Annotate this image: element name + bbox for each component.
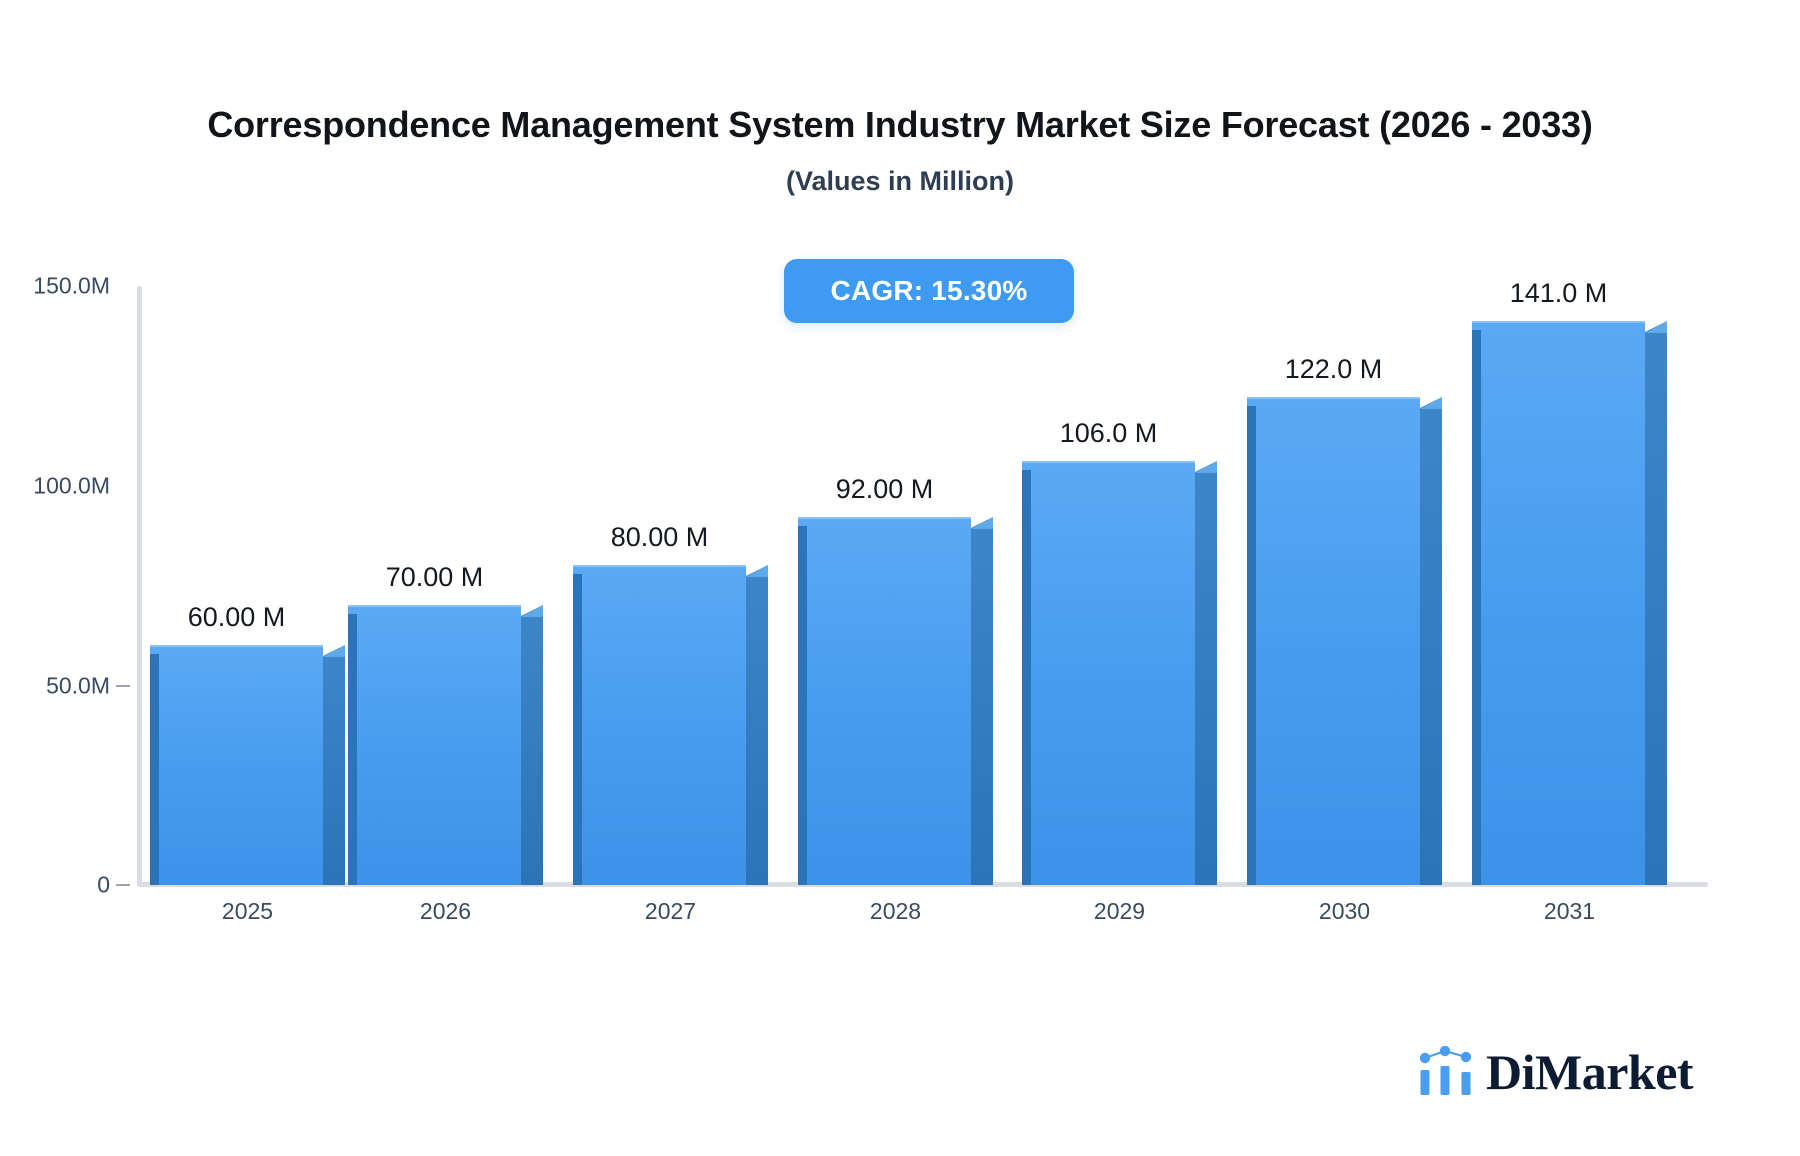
y-tick-label-0: 0 xyxy=(97,871,110,898)
y-tick-label-100: 100.0M xyxy=(33,472,110,499)
bar-side-2026 xyxy=(521,605,543,885)
bar-2031[interactable]: 141.0 M xyxy=(1472,278,1667,885)
bar-side-2029 xyxy=(1195,461,1217,885)
bar-side-2030 xyxy=(1420,397,1442,885)
x-tick-label-2028: 2028 xyxy=(869,898,922,924)
bar-face-2028 xyxy=(798,517,971,885)
x-tick-label-2029: 2029 xyxy=(1093,898,1146,924)
bar-value-label-2025: 60.00 M xyxy=(187,602,286,632)
x-tick-label-2031: 2031 xyxy=(1543,898,1596,924)
y-tick-mark-50 xyxy=(116,685,130,687)
dimarket-logo: DiMarket xyxy=(1418,1044,1694,1100)
bar-body-2027 xyxy=(573,565,768,885)
bar-face-2025 xyxy=(150,645,323,885)
logo-wordmark: DiMarket xyxy=(1486,1044,1694,1100)
bar-left-edge-2025 xyxy=(150,654,159,885)
bar-2026[interactable]: 70.00 M xyxy=(348,562,543,885)
bar-value-label-2031: 141.0 M xyxy=(1509,278,1608,308)
chart-subtitle: (Values in Million) xyxy=(785,166,1015,196)
bar-side-2031 xyxy=(1645,321,1667,885)
bar-left-edge-2027 xyxy=(573,574,582,885)
bar-chart-dots-logo-icon xyxy=(1419,1046,1472,1095)
bar-body-2025 xyxy=(150,645,345,885)
bar-face-2031 xyxy=(1472,321,1645,885)
bar-value-label-2027: 80.00 M xyxy=(610,522,709,552)
bar-2029[interactable]: 106.0 M xyxy=(1022,418,1217,885)
bar-body-2031 xyxy=(1472,321,1667,885)
cagr-badge-label: CAGR: 15.30% xyxy=(830,275,1028,306)
bar-body-2026 xyxy=(348,605,543,885)
bar-value-label-2028: 92.00 M xyxy=(835,474,934,504)
bar-2025[interactable]: 60.00 M xyxy=(150,602,345,885)
bar-left-edge-2030 xyxy=(1247,406,1256,885)
x-tick-label-2027: 2027 xyxy=(644,898,697,924)
bar-side-2028 xyxy=(971,517,993,885)
y-tick-mark-0 xyxy=(116,884,130,886)
bar-side-2025 xyxy=(323,645,345,885)
bar-value-label-2030: 122.0 M xyxy=(1284,354,1383,384)
bar-left-edge-2031 xyxy=(1472,330,1481,885)
x-tick-label-2025: 2025 xyxy=(221,898,274,924)
bar-2028[interactable]: 92.00 M xyxy=(798,474,993,885)
bar-left-edge-2026 xyxy=(348,614,357,885)
bar-body-2028 xyxy=(798,517,993,885)
bar-value-label-2029: 106.0 M xyxy=(1059,418,1158,448)
x-tick-label-2030: 2030 xyxy=(1318,898,1371,924)
x-tick-label-2026: 2026 xyxy=(419,898,472,924)
bar-left-edge-2028 xyxy=(798,526,807,885)
chart-title: Correspondence Management System Industr… xyxy=(207,104,1593,145)
bar-body-2029 xyxy=(1022,461,1217,885)
bar-2030[interactable]: 122.0 M xyxy=(1247,354,1442,885)
bar-left-edge-2029 xyxy=(1022,470,1031,885)
bar-face-2026 xyxy=(348,605,521,885)
bar-2027[interactable]: 80.00 M xyxy=(573,522,768,885)
y-tick-label-150: 150.0M xyxy=(33,272,110,299)
y-axis-line xyxy=(137,286,142,886)
y-tick-label-50: 50.0M xyxy=(46,672,110,699)
bar-side-2027 xyxy=(746,565,768,885)
bar-face-2027 xyxy=(573,565,746,885)
bar-face-2029 xyxy=(1022,461,1195,885)
cagr-badge: CAGR: 15.30% xyxy=(784,259,1074,323)
bar-value-label-2026: 70.00 M xyxy=(385,562,484,592)
bar-face-2030 xyxy=(1247,397,1420,885)
bar-body-2030 xyxy=(1247,397,1442,885)
